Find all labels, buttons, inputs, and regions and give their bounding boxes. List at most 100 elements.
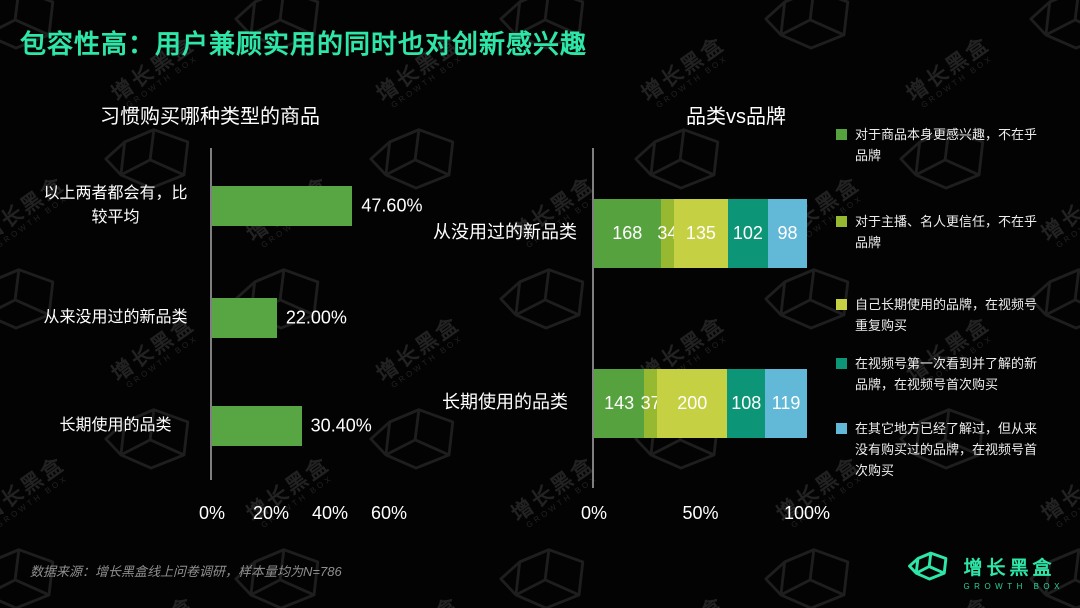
watermark-brand-name: 增长黑盒 (373, 592, 465, 608)
category-label: 从没用过的新品类 (433, 222, 577, 243)
value-label: 108 (731, 392, 762, 413)
bar-segment: 143 (594, 368, 645, 438)
watermark-box-icon (1025, 0, 1080, 71)
x-tick: 50% (682, 503, 719, 523)
watermark-box-icon (0, 0, 69, 71)
right-stacked-bar-chart: 从没用过的新品类 168 34 135 102 98 长期使用的品类 143 37 200 108 1… (430, 148, 808, 488)
legend-label: 自己长期使用的品牌，在视频号重复购买 (855, 296, 1038, 334)
watermark-box-icon (0, 545, 69, 608)
watermark-box-icon (760, 265, 864, 351)
legend-item: 对于商品本身更感兴趣，不在乎品牌 (836, 124, 1045, 167)
bar-track: 30.40% (212, 406, 450, 446)
left-chart-x-axis-ticks: 0% 20% 40% 60% (199, 503, 452, 525)
top-gradient-bar (0, 0, 1080, 15)
bar-segment: 119 (765, 368, 807, 438)
bar-track: 22.00% (212, 298, 450, 338)
watermark-box-icon (760, 545, 864, 608)
value-label: 135 (685, 222, 716, 243)
x-tick: 100% (783, 503, 831, 523)
legend-swatch (836, 357, 847, 369)
watermark-box-icon (1025, 545, 1080, 608)
value-label: 34 (657, 222, 678, 243)
value-label: 168 (612, 222, 643, 243)
legend-item: 自己长期使用的品牌，在视频号重复购买 (836, 294, 1045, 337)
watermark-box-icon (230, 545, 334, 608)
bar-row: 长期使用的品类 30.40% (30, 406, 450, 446)
brand-logo-text: 增长黑盒 GROWTH BOX (963, 553, 1064, 591)
watermark-box-icon (100, 125, 204, 211)
right-chart-rows: 从没用过的新品类 168 34 135 102 98 长期使用的品类 143 37 200 108 1… (430, 148, 808, 488)
bar-segment: 108 (727, 368, 766, 438)
brand-logo: 增长黑盒 GROWTH BOX (907, 551, 1064, 592)
legend-label: 对于主播、名人更信任，不在乎品牌 (855, 213, 1038, 251)
bar-segment: 200 (657, 368, 728, 438)
legend-swatch (836, 215, 847, 227)
bar-row: 以上两者都会有，比较平均 47.60% (30, 182, 450, 230)
legend-swatch (836, 422, 847, 434)
watermark-box-icon (895, 125, 999, 211)
bar (212, 186, 353, 226)
stacked-bar: 143 37 200 108 119 (594, 368, 807, 438)
x-tick: 40% (311, 503, 349, 523)
bar (212, 406, 302, 446)
legend-item: 在其它地方已经了解过，但从来没有购买过的品牌，在视频号首次购买 (836, 418, 1045, 482)
legend-label: 对于商品本身更感兴趣，不在乎品牌 (855, 127, 1038, 164)
x-tick: 0% (198, 503, 226, 523)
right-chart-y-axis (592, 148, 594, 488)
x-tick: 20% (252, 503, 290, 523)
watermark-box-icon (495, 0, 599, 71)
bar-row: 从没用过的新品类 168 34 135 102 98 (430, 198, 808, 268)
left-chart-rows: 以上两者都会有，比较平均 47.60% 从来没用过的新品类 22.00% 长期使用的品类… (30, 148, 450, 480)
x-tick: 60% (370, 503, 408, 523)
watermark-brand-name: 增长黑盒 (638, 592, 730, 608)
watermark-box-icon (230, 0, 334, 71)
value-label: 102 (732, 222, 763, 243)
watermark-box-icon (0, 265, 69, 351)
value-label: 37 (640, 392, 661, 413)
legend: 对于商品本身更感兴趣，不在乎品牌 对于主播、名人更信任，不在乎品牌 自己长期使用的品… (836, 124, 1045, 482)
left-bar-chart: 以上两者都会有，比较平均 47.60% 从来没用过的新品类 22.00% 长期使用的品类… (30, 148, 450, 480)
stacked-bar: 168 34 135 102 98 (594, 198, 807, 268)
bar-segment: 135 (674, 198, 728, 268)
bar-segment: 98 (768, 198, 807, 268)
watermark-box-icon (1025, 265, 1080, 351)
value-label: 200 (677, 392, 708, 413)
watermark-brand-name: 增长黑盒 (108, 592, 200, 608)
legend-label: 在其它地方已经了解过，但从来没有购买过的品牌，在视频号首次购买 (855, 420, 1038, 479)
watermark-box-icon (365, 405, 469, 491)
value-label: 47.60% (361, 195, 423, 216)
growth-box-logo-icon (907, 551, 953, 592)
value-label: 98 (777, 222, 798, 243)
watermark-box-icon (365, 125, 469, 211)
legend-label: 在视频号第一次看到并了解的新品牌，在视频号首次购买 (855, 355, 1038, 393)
bar-segment: 102 (727, 198, 769, 268)
bar (212, 298, 277, 338)
value-label: 30.40% (310, 415, 372, 436)
bar-row: 从来没用过的新品类 22.00% (30, 298, 450, 338)
watermark-brand-name: 增长黑盒 (903, 592, 995, 608)
bar-segment: 34 (657, 198, 677, 268)
bar-row: 长期使用的品类 143 37 200 108 119 (430, 368, 808, 438)
value-label: 119 (771, 392, 801, 413)
watermark-box-icon (895, 405, 999, 491)
watermark-box-icon (630, 125, 734, 211)
source-note: 数据来源：增长黑盒线上问卷调研，样本量均为N=786 (30, 564, 342, 579)
watermark-box-icon (100, 405, 204, 491)
left-chart-title: 习惯购买哪种类型的商品 (100, 106, 320, 128)
right-chart-x-axis-ticks: 0% 50% 100% (581, 503, 834, 525)
legend-item: 在视频号第一次看到并了解的新品牌，在视频号首次购买 (836, 353, 1045, 396)
brand-name: 增长黑盒 (963, 557, 1056, 579)
category-label: 长期使用的品类 (442, 392, 568, 413)
watermark-box-icon (495, 545, 599, 608)
left-chart-y-axis (210, 148, 212, 480)
bar-track: 47.60% (212, 186, 450, 226)
legend-item: 对于主播、名人更信任，不在乎品牌 (836, 211, 1045, 254)
category-label: 以上两者都会有，比较平均 (43, 185, 188, 226)
